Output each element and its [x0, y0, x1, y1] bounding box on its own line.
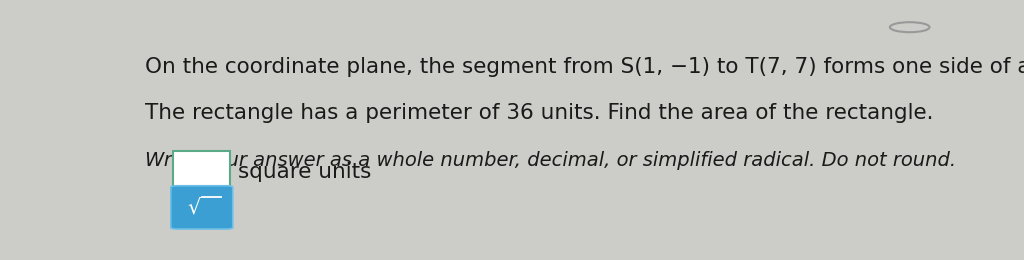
Text: On the coordinate plane, the segment from S(1, −1) to T(7, 7) forms one side of : On the coordinate plane, the segment fro…	[145, 57, 1024, 77]
Text: √: √	[187, 197, 201, 217]
FancyBboxPatch shape	[173, 151, 230, 193]
FancyBboxPatch shape	[171, 186, 232, 229]
Text: Write your answer as a whole number, decimal, or simplified radical. Do not roun: Write your answer as a whole number, dec…	[145, 151, 956, 170]
Text: square units: square units	[239, 162, 372, 182]
Text: The rectangle has a perimeter of 36 units. Find the area of the rectangle.: The rectangle has a perimeter of 36 unit…	[145, 103, 934, 123]
